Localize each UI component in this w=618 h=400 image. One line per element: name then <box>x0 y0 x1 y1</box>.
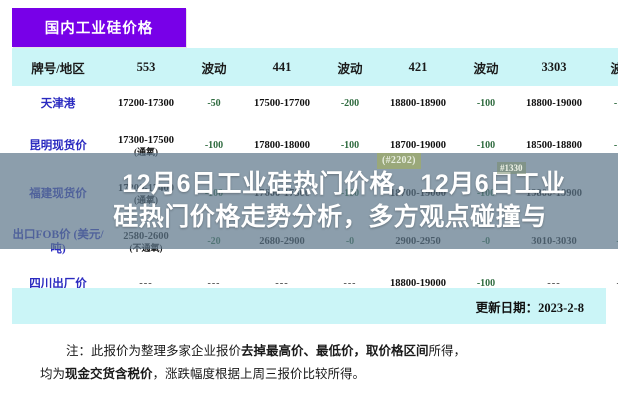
cell-441-price: 17800-18000 <box>254 140 310 152</box>
table-header: 牌号/地区 553 波动 441 波动 421 波动 3303 波动 <box>12 48 618 86</box>
note-line1-a: 注：此报价为整理多家企业报价 <box>66 344 242 358</box>
note-line2-b: 现金交货含税价 <box>65 367 153 382</box>
column-header-3303-delta: 波动 <box>610 61 618 76</box>
column-header-region: 牌号/地区 <box>31 61 85 76</box>
table-header-row: 牌号/地区 553 波动 441 波动 421 波动 3303 波动 <box>12 48 618 86</box>
cell-553-delta: -50 <box>207 97 221 109</box>
note-line1-c: 所得， <box>428 344 467 358</box>
watermark-badge-secondary: #1330 <box>497 162 526 174</box>
table-row: 天津港 17200-17300 -50 17500-17700 -200 188… <box>12 86 618 122</box>
cell-441-price: 17500-17700 <box>254 98 310 110</box>
watermark-badge: (#2202) <box>377 153 421 169</box>
note-line2-c: ，涨跌幅度根据上周三报价比较所得。 <box>152 367 366 382</box>
cell-553-delta: -100 <box>204 139 224 151</box>
cell-553-price: --- <box>139 278 153 290</box>
table-note: 注：此报价为整理多家企业报价去掉最高价、最低价，取价格区间所得， 均为现金交货含… <box>40 340 580 386</box>
cell-region: 天津港 <box>40 97 76 110</box>
column-header-441-delta: 波动 <box>337 61 363 76</box>
caption-line-1: 12月6日工业硅热门价格，12月6日工业 <box>122 170 566 198</box>
column-header-3303: 3303 <box>541 59 567 74</box>
cell-3303-price: --- <box>547 278 561 290</box>
column-header-553: 553 <box>136 59 156 74</box>
cell-3303-delta: -100 <box>613 97 618 109</box>
panel-title-chip: 国内工业硅价格 <box>12 8 186 47</box>
cell-553-price-main: 17300-17500 <box>118 134 174 146</box>
cell-553-delta: --- <box>207 277 221 289</box>
cell-3303-delta: --- <box>596 266 618 302</box>
cell-421-price: 18800-18900 <box>390 98 446 110</box>
panel-title-text: 国内工业硅价格 <box>44 21 154 37</box>
cell-421-price: 18700-19000 <box>390 140 446 152</box>
cell-region: 四川出厂价 <box>29 277 87 290</box>
caption-line-2: 硅热门价格走势分析，多方观点碰撞与 <box>113 203 547 231</box>
cell-421-price: 18800-19000 <box>390 278 446 290</box>
cell-3303-delta: -100 <box>613 139 618 151</box>
update-date-bar: 更新日期：2023-2-8 <box>12 288 606 324</box>
cell-421-delta: -100 <box>476 277 496 289</box>
cell-3303-price: 18500-18800 <box>526 140 582 152</box>
column-header-421: 421 <box>408 59 428 74</box>
cell-441-delta: -200 <box>340 97 360 109</box>
cell-553-price: 17300-17500 (通氧) <box>104 122 188 170</box>
cell-441-delta: -100 <box>340 139 360 151</box>
update-date-label: 更新日期：2023-2-8 <box>475 300 584 315</box>
cell-3303-price: 18800-19000 <box>526 98 582 110</box>
cell-441-price: --- <box>275 278 289 290</box>
column-header-553-delta: 波动 <box>201 61 227 76</box>
note-line1-b: 去掉最高价、最低价，取价格区间 <box>241 344 429 358</box>
cell-421-delta: -100 <box>476 97 496 109</box>
cell-region: 昆明现货价 <box>29 139 87 152</box>
column-header-421-delta: 波动 <box>473 61 499 76</box>
column-header-441: 441 <box>272 59 292 74</box>
cell-553-price-note: (通氧) <box>134 146 158 157</box>
cell-441-delta: --- <box>343 277 357 289</box>
cell-553-price: 17200-17300 <box>118 98 174 110</box>
cell-421-delta: -100 <box>476 139 496 151</box>
caption-overlay-text: 12月6日工业硅热门价格，12月6日工业 硅热门价格走势分析，多方观点碰撞与 <box>0 153 618 249</box>
note-line2-a: 均为 <box>40 367 66 382</box>
